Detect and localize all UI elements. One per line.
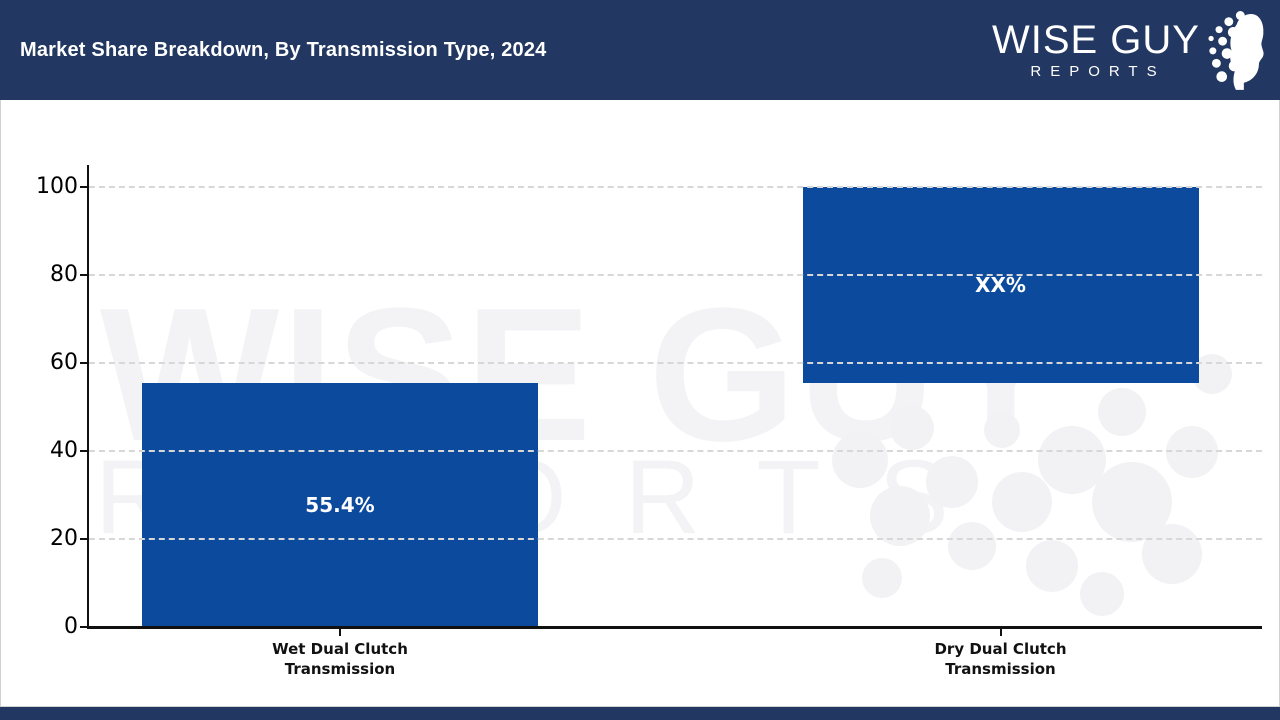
bar-value-label: 55.4% [305, 493, 375, 518]
brand-logo-text: WISE GUY REPORTS [992, 18, 1200, 82]
y-tick-mark-60 [80, 362, 88, 364]
x-category-label-line: Transmission [945, 660, 1056, 678]
bar-segment: 55.4% [142, 383, 538, 627]
x-category-label: Dry Dual Clutch Transmission [841, 639, 1161, 679]
x-category-label-line: Transmission [284, 660, 396, 678]
y-tick-label-80: 80 [50, 262, 78, 287]
gridline-40 [89, 450, 1262, 452]
gridline-60 [89, 362, 1262, 364]
x-tick-mark [339, 629, 341, 636]
y-tick-mark-80 [80, 274, 88, 276]
brand-logo: WISE GUY REPORTS [992, 8, 1266, 92]
y-tick-label-100: 100 [36, 174, 78, 199]
x-axis-line [87, 626, 1262, 629]
bar-segment: XX% [802, 187, 1199, 384]
y-tick-label-40: 40 [50, 438, 78, 463]
x-category-label-line: Wet Dual Clutch [272, 640, 408, 658]
header-bar: Market Share Breakdown, By Transmission … [0, 0, 1280, 100]
y-axis-line [87, 165, 89, 628]
x-tick-mark [999, 629, 1002, 636]
gridline-20 [89, 538, 1262, 540]
x-category-label-line: Dry Dual Clutch [934, 640, 1067, 658]
footer-bar [0, 707, 1280, 720]
y-tick-mark-20 [80, 538, 88, 540]
y-tick-mark-40 [80, 450, 88, 452]
x-category-label: Wet Dual Clutch Transmission [180, 639, 500, 679]
y-tick-mark-0 [80, 626, 88, 628]
brand-subtitle: REPORTS [1030, 63, 1166, 80]
gridline-100 [89, 186, 1262, 188]
bar-value-label: XX% [975, 273, 1026, 298]
page-title: Market Share Breakdown, By Transmission … [20, 38, 547, 61]
gridline-80 [89, 274, 1262, 276]
y-tick-mark-100 [80, 186, 88, 188]
face-dots-icon [1208, 11, 1264, 90]
y-tick-label-20: 20 [50, 526, 78, 551]
y-tick-label-60: 60 [50, 350, 78, 375]
y-tick-label-0: 0 [64, 614, 78, 639]
brand-name: WISE GUY [991, 18, 1200, 62]
